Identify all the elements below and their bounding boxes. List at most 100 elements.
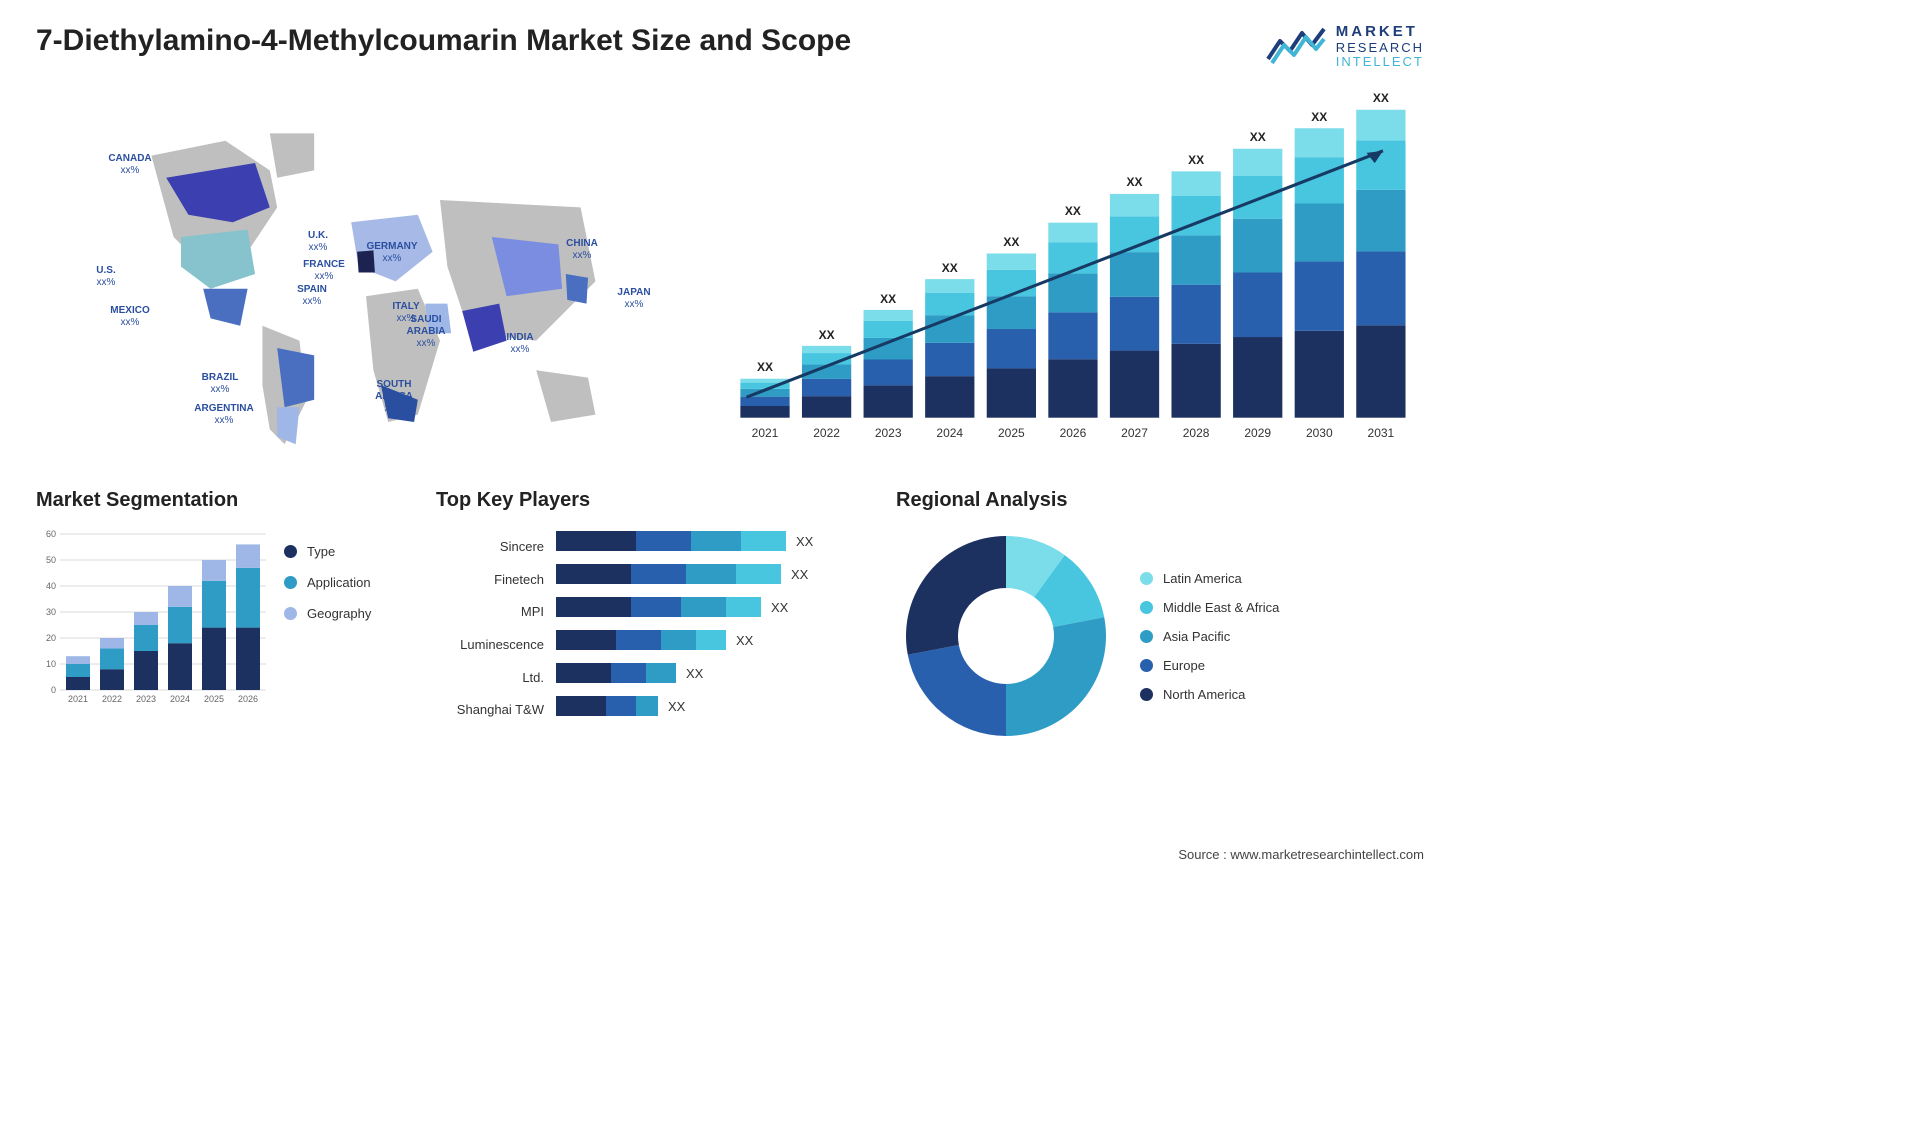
player-bar-seg <box>556 597 631 617</box>
legend-label: Asia Pacific <box>1163 629 1230 644</box>
growth-bar-seg <box>925 279 974 293</box>
growth-bar-seg <box>1356 325 1405 417</box>
world-map-panel: CANADAxx%U.S.xx%MEXICOxx%BRAZILxx%ARGENT… <box>36 89 696 459</box>
seg-legend-item: Application <box>284 575 371 590</box>
seg-bar-seg <box>202 581 226 628</box>
seg-x-tick: 2023 <box>136 694 156 704</box>
segmentation-chart: 0102030405060202120222023202420252026 <box>36 526 266 726</box>
growth-bar-seg <box>987 369 1036 418</box>
growth-bar-seg <box>987 254 1036 270</box>
growth-year-label: 2030 <box>1306 426 1333 440</box>
growth-year-label: 2021 <box>752 426 779 440</box>
player-bar-seg <box>556 531 636 551</box>
player-bar-seg <box>686 564 736 584</box>
player-name: Sincere <box>436 531 556 561</box>
growth-bar-label: XX <box>757 360 773 374</box>
player-bar <box>556 564 781 584</box>
segmentation-legend: TypeApplicationGeography <box>284 526 371 726</box>
player-row: XX <box>556 526 866 556</box>
growth-year-label: 2024 <box>936 426 963 440</box>
player-row: XX <box>556 592 866 622</box>
growth-bar-seg <box>1295 128 1344 157</box>
growth-bar-seg <box>1171 344 1220 418</box>
page-title: 7-Diethylamino-4-Methylcoumarin Market S… <box>36 24 851 58</box>
key-players-panel: Top Key Players SincereFinetechMPILumine… <box>436 489 866 746</box>
growth-bar-seg <box>1233 149 1282 176</box>
player-value: XX <box>771 600 788 615</box>
growth-year-label: 2026 <box>1060 426 1087 440</box>
legend-label: Type <box>307 544 335 559</box>
player-bar-seg <box>646 663 676 683</box>
player-value: XX <box>736 633 753 648</box>
player-bar <box>556 597 761 617</box>
segmentation-title: Market Segmentation <box>36 489 406 512</box>
growth-bar-seg <box>740 406 789 418</box>
logo-mark-icon <box>1266 27 1326 67</box>
seg-bar-seg <box>202 560 226 581</box>
map-india <box>462 304 506 352</box>
growth-chart-panel: 2021XX2022XX2023XX2024XX2025XX2026XX2027… <box>726 89 1424 459</box>
growth-bar-seg <box>1048 312 1097 359</box>
map-label: SAUDIARABIAxx% <box>407 314 446 350</box>
donut-slice <box>906 536 1006 655</box>
seg-x-tick: 2025 <box>204 694 224 704</box>
seg-legend-item: Type <box>284 544 371 559</box>
player-value: XX <box>796 534 813 549</box>
legend-label: Latin America <box>1163 571 1242 586</box>
growth-bar-seg <box>1110 297 1159 351</box>
player-name: Shanghai T&W <box>436 695 556 725</box>
player-name: MPI <box>436 597 556 627</box>
growth-chart-svg <box>726 89 1424 459</box>
growth-bar-seg <box>1233 337 1282 418</box>
seg-bar-seg <box>134 651 158 690</box>
growth-bar-seg <box>1048 242 1097 273</box>
growth-bar-seg <box>1110 252 1159 297</box>
growth-year-label: 2023 <box>875 426 902 440</box>
map-label: CHINAxx% <box>566 238 598 262</box>
growth-bar-seg <box>1356 110 1405 141</box>
seg-bar-seg <box>134 612 158 625</box>
growth-bar-seg <box>1110 194 1159 216</box>
player-row: XX <box>556 559 866 589</box>
player-name: Finetech <box>436 564 556 594</box>
growth-year-label: 2029 <box>1244 426 1271 440</box>
legend-dot-icon <box>1140 688 1153 701</box>
key-players-labels: SincereFinetechMPILuminescenceLtd.Shangh… <box>436 526 556 726</box>
player-bar-seg <box>631 564 686 584</box>
growth-bar-seg <box>1295 204 1344 262</box>
growth-bar-label: XX <box>1188 153 1204 167</box>
regional-legend-item: Latin America <box>1140 571 1279 586</box>
seg-y-tick: 20 <box>36 633 56 643</box>
seg-y-tick: 10 <box>36 659 56 669</box>
player-bar <box>556 630 726 650</box>
growth-bar-seg <box>1233 176 1282 219</box>
growth-bar-seg <box>1295 157 1344 203</box>
growth-bar-seg <box>1356 141 1405 190</box>
seg-bar-seg <box>66 677 90 690</box>
growth-bar-label: XX <box>1311 110 1327 124</box>
legend-label: Europe <box>1163 658 1205 673</box>
source-label: Source : www.marketresearchintellect.com <box>1178 847 1424 862</box>
legend-dot-icon <box>1140 572 1153 585</box>
growth-bar-label: XX <box>1127 175 1143 189</box>
logo-text-3: INTELLECT <box>1336 55 1424 69</box>
player-bar <box>556 663 676 683</box>
key-players-bars: XXXXXXXXXXXX <box>556 526 866 726</box>
growth-year-label: 2022 <box>813 426 840 440</box>
growth-year-label: 2027 <box>1121 426 1148 440</box>
player-bar-seg <box>611 663 646 683</box>
map-label: SOUTHAFRICAxx% <box>375 379 413 415</box>
growth-year-label: 2028 <box>1183 426 1210 440</box>
growth-bar-seg <box>1295 261 1344 330</box>
seg-x-tick: 2026 <box>238 694 258 704</box>
seg-bar-seg <box>168 586 192 607</box>
seg-bar-seg <box>66 664 90 677</box>
legend-dot-icon <box>284 576 297 589</box>
regional-legend-item: Europe <box>1140 658 1279 673</box>
growth-bar-seg <box>864 310 913 321</box>
player-bar-seg <box>681 597 726 617</box>
player-bar-seg <box>726 597 761 617</box>
growth-bar-seg <box>1356 252 1405 326</box>
legend-label: North America <box>1163 687 1245 702</box>
player-bar-seg <box>636 696 658 716</box>
